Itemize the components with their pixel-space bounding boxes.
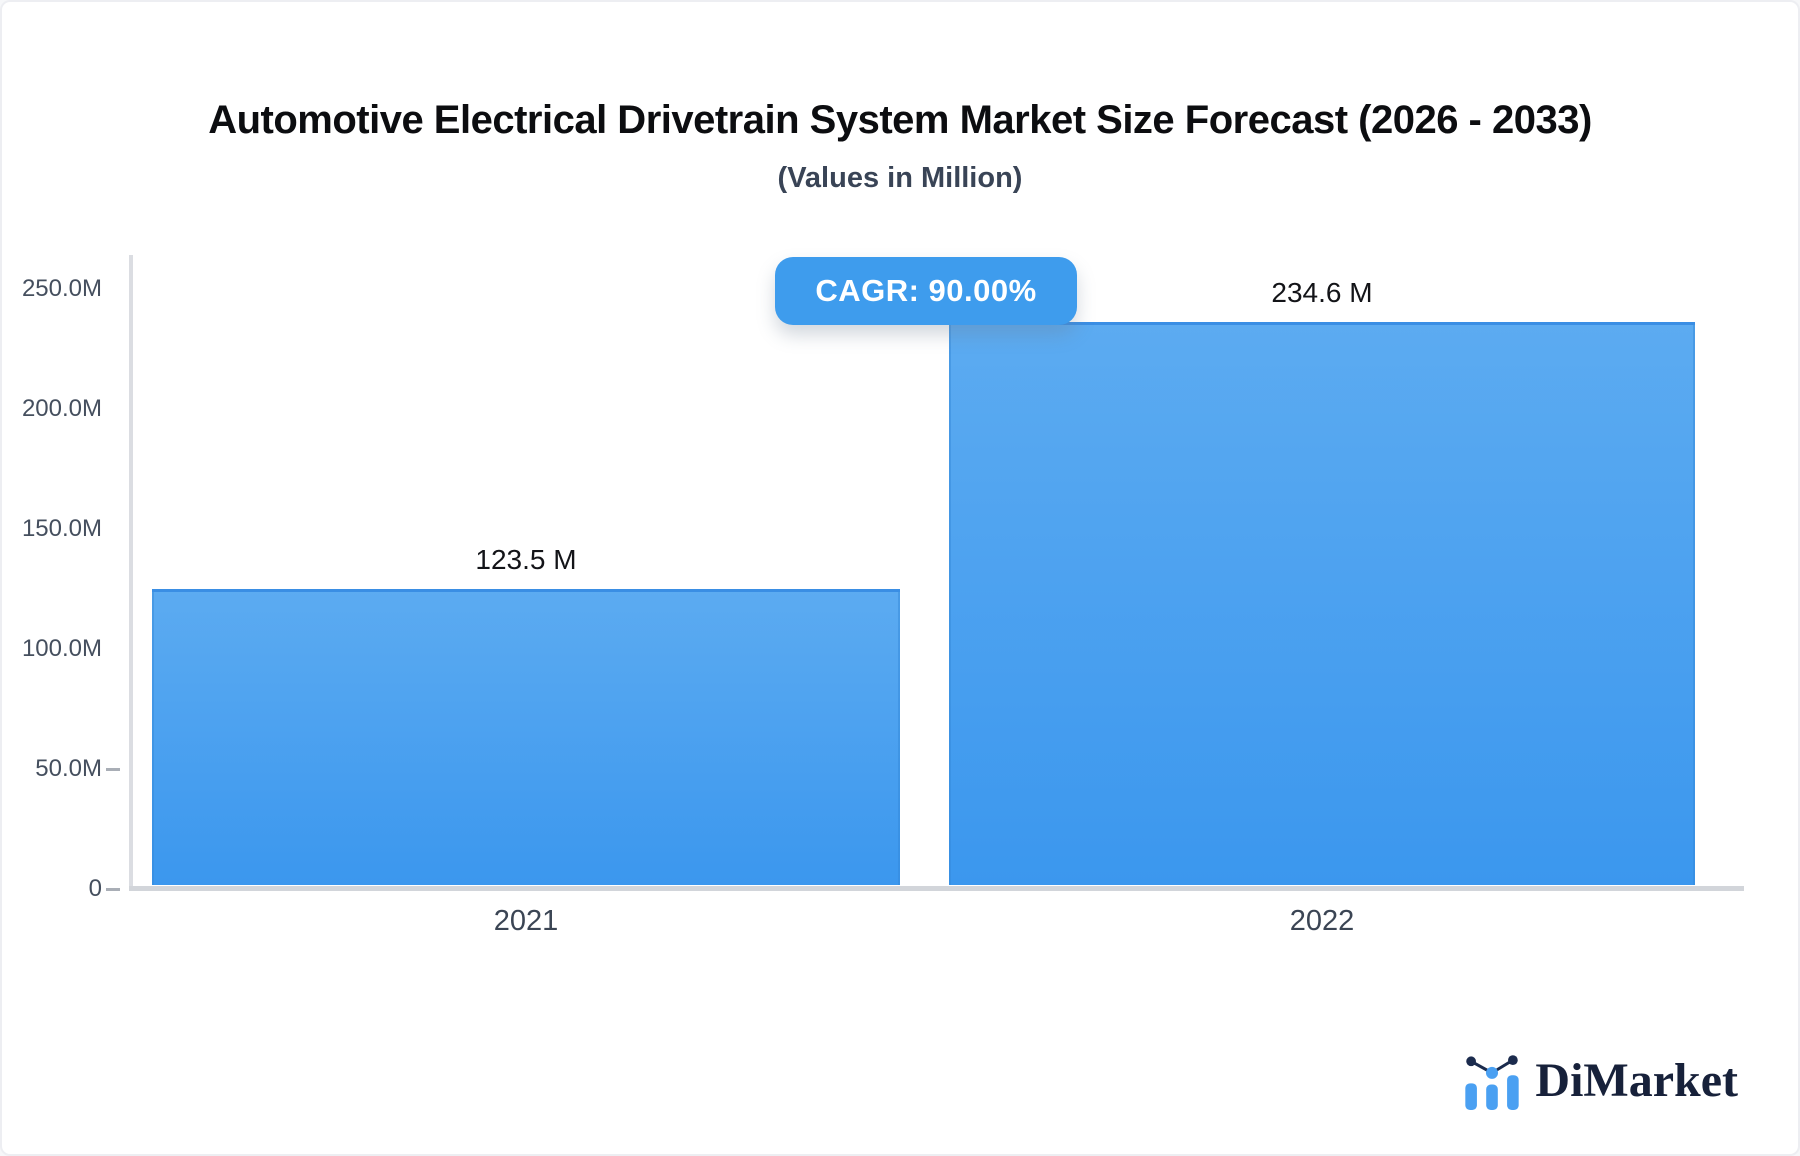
- chart-title: Automotive Electrical Drivetrain System …: [208, 98, 1592, 142]
- y-axis-label-0: 0: [88, 875, 102, 902]
- y-axis-label-200m: 200.0M: [21, 395, 102, 422]
- chart-subtitle: (Values in Million): [777, 162, 1023, 194]
- x-axis-label-2021: 2021: [493, 905, 559, 937]
- dimarket-logo[interactable]: DiMarket: [1463, 1052, 1738, 1110]
- bar-value-label-2021: 123.5 M: [475, 544, 577, 575]
- x-axis-label-2022: 2022: [1289, 905, 1355, 937]
- bar-2022: [949, 322, 1695, 885]
- bar-group-2022: 234.6 M 2022: [949, 2, 1695, 1154]
- bar-line-chart-logo-icon: [1465, 1055, 1520, 1110]
- cagr-badge: CAGR: 90.00%: [775, 257, 1077, 325]
- y-axis-label-100m: 100.0M: [21, 635, 102, 662]
- dimarket-logo-text: DiMarket: [1535, 1054, 1738, 1107]
- bar-2021: [152, 589, 900, 885]
- bar-value-label-2022: 234.6 M: [1271, 277, 1373, 308]
- y-axis-label-250m: 250.0M: [21, 275, 102, 302]
- x-axis-baseline: [129, 886, 1744, 891]
- bar-group-2021: 123.5 M 2021: [152, 2, 900, 1154]
- y-axis-tick-50m: [106, 768, 120, 771]
- y-axis-tick-0: [106, 888, 120, 891]
- y-axis-label-50m: 50.0M: [35, 755, 102, 782]
- y-axis-label-150m: 150.0M: [21, 515, 102, 542]
- y-axis-line: [129, 255, 133, 889]
